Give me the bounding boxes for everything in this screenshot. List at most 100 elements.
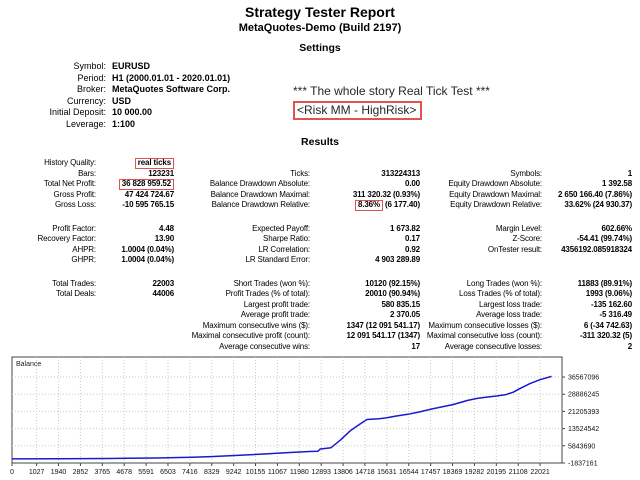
x-tick-label: 11067: [268, 469, 287, 476]
result-value: 313224313: [381, 168, 420, 178]
x-tick-label: 16544: [399, 469, 419, 476]
results-row: Largest profit trade: 580 835.15 Largest l…: [8, 300, 640, 311]
result-label: Profit Trades (% of total):: [225, 289, 311, 298]
x-tick-label: 20195: [487, 469, 507, 476]
results-row: Average profit trade: 2 370.05 Average los…: [8, 310, 640, 321]
result-label: [174, 158, 314, 169]
result-value: -10 595 765.15: [122, 200, 174, 209]
result-value: [546, 158, 632, 169]
result-label: Margin Level:: [495, 223, 542, 233]
result-label: Balance Drawdown Maximal:: [210, 189, 311, 199]
result-value: 311 320.32 (0.93%): [352, 189, 420, 199]
result-label: Ticks:: [290, 168, 310, 178]
result-label: Maximum consecutive losses ($):: [428, 320, 542, 330]
result-value: 1 673.82: [390, 223, 420, 233]
x-tick-label: 9242: [226, 469, 242, 476]
settings-row: Symbol: EURUSD: [0, 61, 640, 73]
settings-row: Currency: USD: [0, 96, 640, 108]
result-value: [546, 255, 632, 266]
results-row: Maximal consecutive profit (count): 12 09…: [8, 331, 640, 342]
value-part: (6 177.40): [382, 200, 420, 209]
x-tick-label: 14718: [355, 469, 375, 476]
results-group: Total Trades: 22003 Short Trades (won %): 1…: [8, 279, 640, 353]
setting-value: H1 (2000.01.01 - 2020.01.01): [112, 72, 231, 83]
x-tick-label: 1027: [29, 469, 45, 476]
result-label: Maximum consecutive wins ($):: [202, 320, 310, 330]
result-value: 123231: [148, 168, 174, 178]
result-label: Loss Trades (% of total):: [459, 289, 542, 298]
y-tick-label: 28886245: [568, 392, 599, 399]
results-row: Bars: 123231 Ticks: 313224313 Symbols: 1: [8, 169, 640, 180]
server-build-subtitle: MetaQuotes-Demo (Build 2197): [238, 22, 402, 34]
results-row: Maximum consecutive wins ($): 1347 (12 09…: [8, 321, 640, 332]
result-value: 12 091 541.17 (1347): [346, 331, 420, 340]
result-label: Equity Drawdown Absolute:: [448, 179, 542, 188]
results-row: Profit Factor: 4.48 Expected Payoff: 1 673.…: [8, 224, 640, 235]
results-heading: Results: [301, 136, 339, 148]
result-value: 1 392.58: [602, 179, 632, 188]
result-label: Total Trades:: [52, 278, 96, 288]
y-tick-label: -1837161: [568, 461, 598, 468]
result-value: 2: [627, 341, 632, 351]
result-value: 1: [627, 168, 632, 178]
result-value: 6 (-34 742.63): [583, 320, 632, 330]
x-tick-label: 19282: [465, 469, 485, 476]
y-tick-label: 36567096: [568, 375, 599, 382]
result-value: real ticks: [100, 158, 174, 169]
result-value: -135 162.60: [590, 299, 632, 309]
result-label: OnTester result:: [487, 244, 542, 254]
result-value: 1.0004 (0.04%): [121, 255, 174, 264]
results-row: Recovery Factor: 13.90 Sharpe Ratio: 0.17 Z-…: [8, 234, 640, 245]
x-tick-label: 18369: [443, 469, 463, 476]
x-tick-label: 5591: [138, 469, 154, 476]
x-tick-label: 10155: [246, 469, 266, 476]
x-tick-label: 7416: [182, 469, 198, 476]
y-tick-label: 5843690: [568, 443, 595, 450]
result-value: 602.66%: [601, 223, 632, 233]
result-label: [8, 321, 100, 332]
result-value: 1347 (12 091 541.17): [346, 320, 420, 330]
balance-curve: [11, 375, 552, 460]
result-value: -54.41 (99.74%): [576, 234, 632, 243]
setting-label: Period:: [77, 72, 106, 83]
result-label: Long Trades (won %):: [466, 278, 542, 288]
setting-value: MetaQuotes Software Corp.: [112, 84, 231, 94]
result-value: -311 320.32 (5): [579, 331, 632, 340]
result-value: 47 424 724.67: [124, 189, 174, 199]
balance-chart-svg: 0 1027 1940 2852 3765 4678 5591 6503 7416 8329 924…: [10, 356, 599, 476]
result-value: 4356192.085918324: [561, 244, 632, 254]
y-tick-label: 21205393: [568, 409, 599, 416]
result-label: Expected Payoff:: [252, 223, 310, 233]
x-tick-label: 1940: [51, 469, 67, 476]
result-value: 36 828 959.52: [100, 179, 174, 190]
x-tick-label: 0: [10, 469, 14, 476]
results-row: Gross Profit: 47 424 724.67 Balance Drawdo…: [8, 190, 640, 201]
setting-value: 10 000.00: [112, 107, 153, 117]
result-value: 0.17: [405, 234, 420, 243]
setting-label: Initial Deposit:: [49, 107, 106, 117]
result-value: [314, 158, 420, 169]
x-tick-label: 3765: [95, 469, 111, 476]
highlighted-value: 36 828 959.52: [118, 179, 174, 190]
settings-row: Period: H1 (2000.01.01 - 2020.01.01): [0, 73, 640, 85]
result-label: Maximal consecutive profit (count):: [191, 331, 311, 340]
results-row: Total Deals: 44006 Profit Trades (% of tot…: [8, 289, 640, 300]
result-label: [8, 331, 100, 342]
plot-border: [11, 356, 563, 464]
result-value: 4.48: [159, 223, 174, 233]
result-label: Sharpe Ratio:: [263, 234, 310, 243]
results-row: Average consecutive wins: 17 Average conse…: [8, 342, 640, 353]
annotation-overlay: *** The whole story Real Tick Test *** <…: [293, 84, 490, 120]
results-row: Gross Loss: -10 595 765.15 Balance Drawdow…: [8, 200, 640, 211]
result-value: 11883 (89.91%): [577, 278, 633, 288]
results-row: GHPR: 1.0004 (0.04%) LR Standard Error: 4 9…: [8, 255, 640, 266]
result-label: Average consecutive losses:: [444, 341, 542, 351]
result-value: 10120 (92.15%): [365, 278, 420, 288]
result-value: [100, 331, 174, 342]
settings-row: Leverage: 1:100: [0, 119, 640, 131]
y-tick-label: 13524542: [568, 426, 599, 433]
result-label: Gross Profit:: [53, 189, 96, 199]
result-value: 8.36% (6 177.40): [314, 200, 420, 211]
result-value: 2 650 166.40 (7.86%): [558, 189, 632, 199]
